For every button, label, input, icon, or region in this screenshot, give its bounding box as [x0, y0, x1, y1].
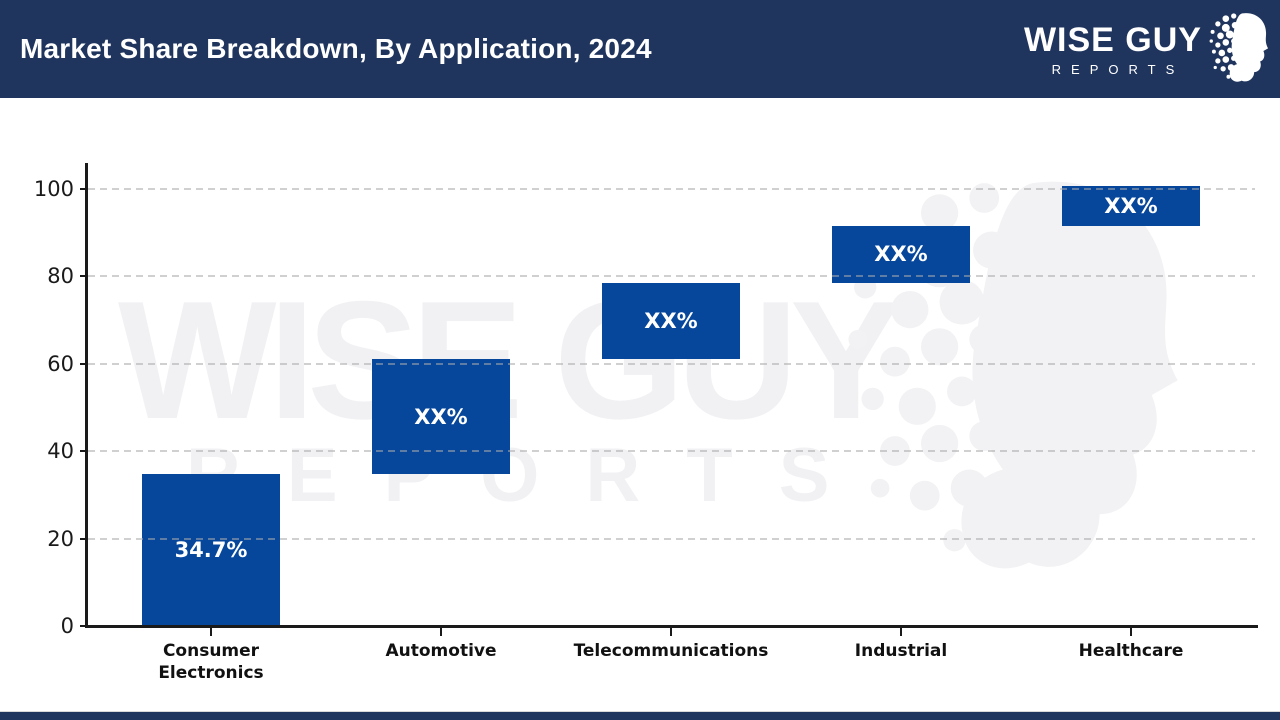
y-tick-label: 0 — [60, 614, 74, 638]
bar-value-label: 34.7% — [174, 538, 248, 563]
x-tick-mark — [900, 628, 902, 636]
y-tick-mark — [80, 187, 88, 190]
y-tick-label: 40 — [47, 439, 74, 463]
y-tick-mark — [80, 275, 88, 277]
bar-segment — [1062, 186, 1200, 226]
watermark-text-primary: WISE GUY — [118, 266, 902, 454]
x-category-label: Healthcare — [1078, 641, 1184, 661]
x-category-label: Industrial — [854, 641, 948, 661]
bar-value-label: XX% — [874, 242, 928, 267]
x-tick-mark — [1130, 628, 1132, 636]
logo-tagline: REPORTS — [1051, 61, 1185, 77]
y-tick-label: 80 — [47, 264, 74, 288]
logo-wordmark: WISE GUY — [1023, 20, 1202, 59]
x-tick-mark — [210, 628, 212, 636]
x-axis-line — [85, 625, 1258, 628]
y-tick-mark — [80, 362, 88, 365]
bar-value-label: XX% — [414, 404, 468, 429]
chart-title: Market Share Breakdown, By Application, … — [20, 33, 652, 64]
x-tick-mark — [670, 628, 672, 636]
logo: WISE GUY REPORTS — [1024, 0, 1272, 98]
gridline — [88, 450, 1255, 452]
x-tick-mark — [440, 628, 442, 636]
bar-value-label: XX% — [644, 308, 698, 333]
gridline — [88, 275, 1255, 277]
y-tick-label: 20 — [47, 526, 74, 551]
y-tick-mark — [80, 625, 88, 627]
bar-segment — [142, 474, 280, 626]
y-tick-label: 60 — [47, 351, 74, 376]
bar-segment — [372, 359, 510, 475]
gridline — [88, 537, 1255, 540]
header-bar: Market Share Breakdown, By Application, … — [0, 0, 1280, 98]
logo-head-icon — [1206, 6, 1272, 92]
x-category-label: Telecommunications — [573, 641, 769, 661]
x-category-label: Consumer Electronics — [158, 641, 264, 684]
y-axis-line — [85, 163, 88, 628]
y-tick-mark — [80, 450, 88, 452]
logo-text: WISE GUY REPORTS — [1024, 23, 1202, 76]
footer-divider — [0, 711, 1280, 712]
x-category-label: Automotive — [385, 641, 497, 661]
y-tick-label: 100 — [33, 176, 74, 201]
footer-bar — [0, 712, 1280, 720]
bar-segment — [602, 282, 740, 360]
bar-segment — [832, 225, 970, 283]
gridline — [88, 362, 1255, 365]
bar-value-label: XX% — [1104, 194, 1158, 218]
y-tick-mark — [80, 537, 88, 540]
gridline — [88, 187, 1255, 190]
